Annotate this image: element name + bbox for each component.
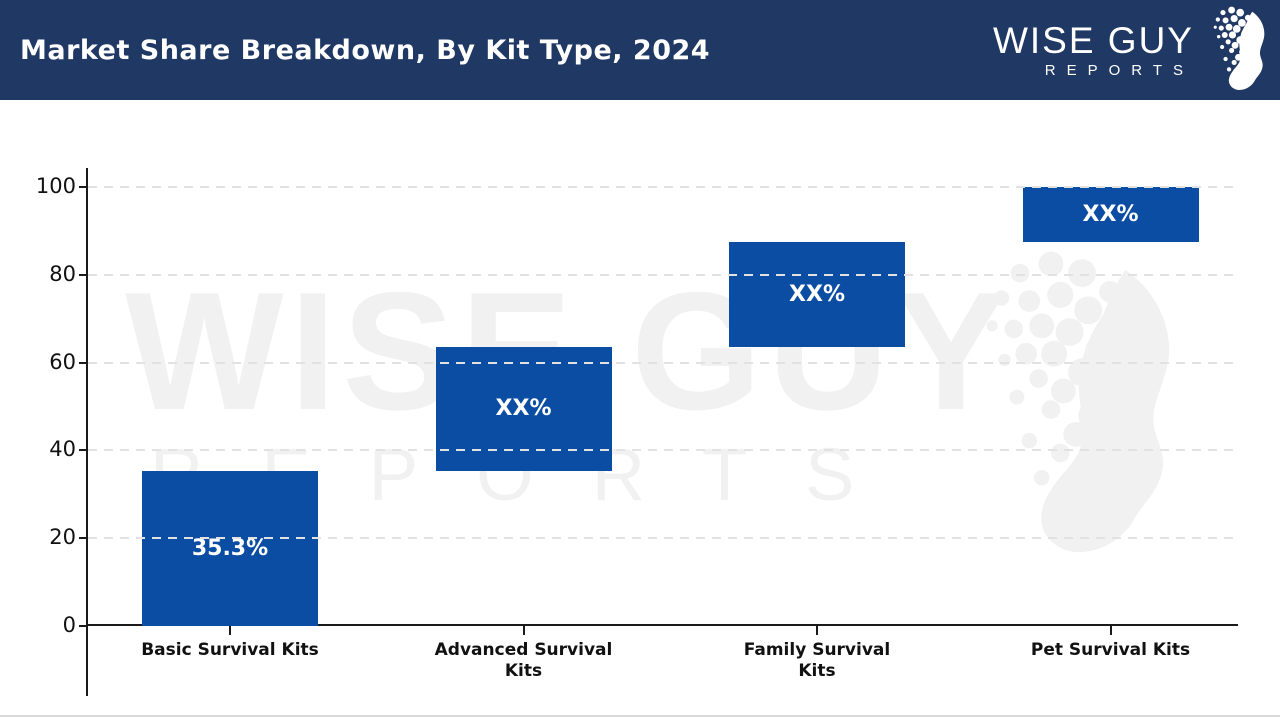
- bar-value-label: XX%: [789, 281, 845, 307]
- bar-value-label: 35.3%: [191, 536, 269, 561]
- y-tick-label: 80: [49, 261, 76, 286]
- bar-segment: XX%: [1022, 187, 1199, 242]
- y-gridline: [88, 449, 1238, 452]
- y-tick-label: 100: [35, 174, 76, 198]
- y-tick-mark: [79, 449, 88, 452]
- y-gridline: [88, 537, 1238, 540]
- chart-title: Market Share Breakdown, By Kit Type, 202…: [20, 34, 711, 66]
- y-tick-mark: [79, 625, 88, 627]
- x-category-label: Pet Survival Kits: [1030, 640, 1191, 660]
- x-tick-mark: [816, 626, 818, 635]
- y-gridline: [88, 273, 1238, 276]
- plot-area: 0 20 40 60 80 100 35.3% XX% XX% XX% Basic Survival…: [0, 100, 1280, 720]
- header-band: Market Share Breakdown, By Kit Type, 202…: [0, 0, 1280, 100]
- y-tick-mark: [79, 273, 88, 276]
- y-tick-mark: [79, 361, 88, 364]
- x-category-label: Basic Survival Kits: [141, 640, 319, 660]
- wise-guy-reports-logo: WISE GUY REPORTS: [993, 4, 1280, 96]
- logo-reports-text: REPORTS: [1044, 61, 1194, 79]
- y-tick-label: 20: [49, 525, 76, 550]
- x-category-label: Advanced Survival Kits: [434, 640, 613, 681]
- y-tick-mark: [79, 537, 88, 540]
- logo-wiseguy-text: WISE GUY: [992, 19, 1194, 61]
- bottom-border-line: [0, 715, 1280, 717]
- bar-segment: 35.3%: [142, 471, 318, 626]
- y-axis-line: [86, 168, 88, 696]
- y-tick-label: 40: [49, 437, 76, 462]
- x-axis-line: [86, 624, 1238, 626]
- y-tick-label: 0: [62, 613, 76, 637]
- y-gridline: [88, 361, 1238, 364]
- x-tick-mark: [1109, 626, 1112, 635]
- x-tick-mark: [229, 626, 231, 635]
- y-tick-mark: [79, 186, 88, 188]
- bar-segment: XX%: [435, 346, 612, 472]
- bar-segment: XX%: [729, 241, 905, 347]
- bar-value-label: XX%: [1082, 201, 1139, 227]
- x-tick-mark: [522, 626, 525, 635]
- y-tick-label: 60: [49, 349, 76, 374]
- y-gridline: [88, 186, 1238, 188]
- logo-text: WISE GUY REPORTS: [993, 22, 1194, 79]
- bar-value-label: XX%: [495, 396, 552, 422]
- x-category-label: Family Survival Kits: [743, 640, 891, 681]
